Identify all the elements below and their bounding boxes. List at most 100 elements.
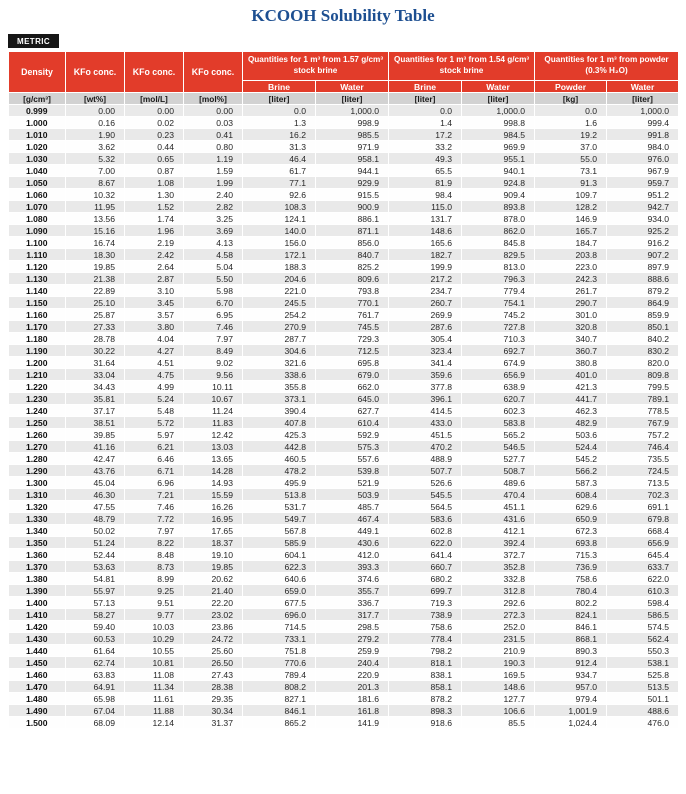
value-cell: 1.52 [124, 200, 184, 213]
value-cell: 845.8 [461, 236, 536, 249]
table-row: 1.450 62.74 10.81 26.50 770.6 240.4 818.1 190.3… [8, 656, 680, 669]
value-cell: 824.1 [534, 608, 608, 621]
value-cell: 5.24 [124, 392, 184, 405]
value-cell: 11.34 [124, 680, 184, 693]
value-cell: 758.6 [388, 620, 463, 633]
value-cell: 27.33 [65, 320, 125, 333]
value-cell: 2.82 [183, 200, 243, 213]
value-cell: 261.7 [534, 284, 608, 297]
value-cell: 969.9 [461, 140, 536, 153]
value-cell: 65.5 [388, 164, 463, 177]
value-cell: 470.4 [461, 488, 536, 501]
value-cell: 425.3 [242, 428, 316, 441]
table-row: 1.050 8.67 1.08 1.99 77.1 929.9 81.9 924.8 91.3 9… [8, 176, 680, 189]
value-cell: 188.3 [242, 260, 316, 273]
value-cell: 16.2 [242, 128, 316, 141]
value-cell: 5.97 [124, 428, 184, 441]
value-cell: 757.2 [606, 428, 680, 441]
value-cell: 29.35 [183, 692, 243, 705]
value-cell: 677.5 [242, 596, 316, 609]
col-header-density: Density [8, 51, 66, 93]
value-cell: 260.7 [388, 296, 463, 309]
value-cell: 1.90 [65, 128, 125, 141]
value-cell: 98.4 [388, 188, 463, 201]
header-group-row: Density KFo conc. KFo conc. KFo conc. Qu… [8, 51, 680, 93]
value-cell: 1,000.0 [461, 104, 536, 117]
table-header: Density KFo conc. KFo conc. KFo conc. Qu… [8, 51, 680, 105]
value-cell: 41.16 [65, 440, 125, 453]
value-cell: 674.9 [461, 356, 536, 369]
table-row: 1.110 18.30 2.42 4.58 172.1 840.7 182.7 829.5 20… [8, 248, 680, 261]
value-cell: 9.02 [183, 356, 243, 369]
value-cell: 727.8 [461, 320, 536, 333]
sub-header-water-157: Water [314, 80, 390, 93]
value-cell: 714.5 [242, 620, 316, 633]
value-cell: 489.6 [461, 476, 536, 489]
value-cell: 270.9 [242, 320, 316, 333]
value-cell: 478.2 [242, 464, 316, 477]
value-cell: 57.13 [65, 596, 125, 609]
sub-header-brine-154: Brine [388, 80, 463, 93]
value-cell: 30.22 [65, 344, 125, 357]
value-cell: 622.0 [388, 536, 463, 549]
value-cell: 52.44 [65, 548, 125, 561]
value-cell: 566.2 [534, 464, 608, 477]
group-header-stock-157: Quantities for 1 m³ from 1.57 g/cm³ stoc… [241, 51, 390, 81]
value-cell: 0.87 [124, 164, 184, 177]
col-header-kfo-wt: KFo conc. [65, 51, 125, 93]
density-cell: 1.260 [8, 428, 66, 441]
value-cell: 929.9 [315, 176, 390, 189]
table-row: 1.480 65.98 11.61 29.35 827.1 181.6 878.2 127.7… [8, 692, 680, 705]
value-cell: 92.6 [242, 188, 316, 201]
value-cell: 17.65 [183, 524, 243, 537]
value-cell: 11.88 [124, 704, 184, 717]
value-cell: 11.24 [183, 404, 243, 417]
value-cell: 25.10 [65, 296, 125, 309]
group-header-powder: Quantities for 1 m³ from powder (0.3% H₂… [534, 51, 680, 81]
col-header-kfo-mol-pct: KFo conc. [183, 51, 243, 93]
density-cell: 1.030 [8, 152, 66, 165]
value-cell: 944.1 [315, 164, 390, 177]
value-cell: 165.7 [534, 224, 608, 237]
table-row: 1.040 7.00 0.87 1.59 61.7 944.1 65.5 940.1 73.1 9… [8, 164, 680, 177]
value-cell: 550.3 [606, 644, 680, 657]
value-cell: 21.40 [183, 584, 243, 597]
value-cell: 7.72 [124, 512, 184, 525]
value-cell: 699.7 [388, 584, 463, 597]
value-cell: 503.6 [534, 428, 608, 441]
value-cell: 967.9 [606, 164, 680, 177]
density-cell: 1.120 [8, 260, 66, 273]
value-cell: 146.9 [534, 212, 608, 225]
value-cell: 73.1 [534, 164, 608, 177]
value-cell: 63.83 [65, 668, 125, 681]
table-row: 1.000 0.16 0.02 0.03 1.3 998.9 1.4 998.8 1.6 999.… [8, 116, 680, 129]
value-cell: 115.0 [388, 200, 463, 213]
table-row: 1.430 60.53 10.29 24.72 733.1 279.2 778.4 231.5… [8, 632, 680, 645]
value-cell: 470.2 [388, 440, 463, 453]
value-cell: 846.1 [534, 620, 608, 633]
value-cell: 0.0 [242, 104, 316, 117]
value-cell: 549.7 [242, 512, 316, 525]
value-cell: 5.98 [183, 284, 243, 297]
value-cell: 141.9 [315, 716, 390, 729]
value-cell: 745.2 [461, 308, 536, 321]
value-cell: 6.95 [183, 308, 243, 321]
value-cell: 26.50 [183, 656, 243, 669]
density-cell: 1.190 [8, 344, 66, 357]
value-cell: 53.63 [65, 560, 125, 573]
value-cell: 622.0 [606, 572, 680, 585]
value-cell: 0.02 [124, 116, 184, 129]
value-cell: 488.9 [388, 452, 463, 465]
value-cell: 35.81 [65, 392, 125, 405]
value-cell: 539.8 [315, 464, 390, 477]
value-cell: 51.24 [65, 536, 125, 549]
table-row: 1.010 1.90 0.23 0.41 16.2 985.5 17.2 984.5 19.2 9… [8, 128, 680, 141]
value-cell: 957.0 [534, 680, 608, 693]
value-cell: 610.3 [606, 584, 680, 597]
value-cell: 184.7 [534, 236, 608, 249]
value-cell: 336.7 [315, 596, 390, 609]
value-cell: 8.73 [124, 560, 184, 573]
value-cell: 1.3 [242, 116, 316, 129]
unit-mol-l: [mol/L] [124, 92, 184, 105]
table-row: 1.100 16.74 2.19 4.13 156.0 856.0 165.6 845.8 18… [8, 236, 680, 249]
